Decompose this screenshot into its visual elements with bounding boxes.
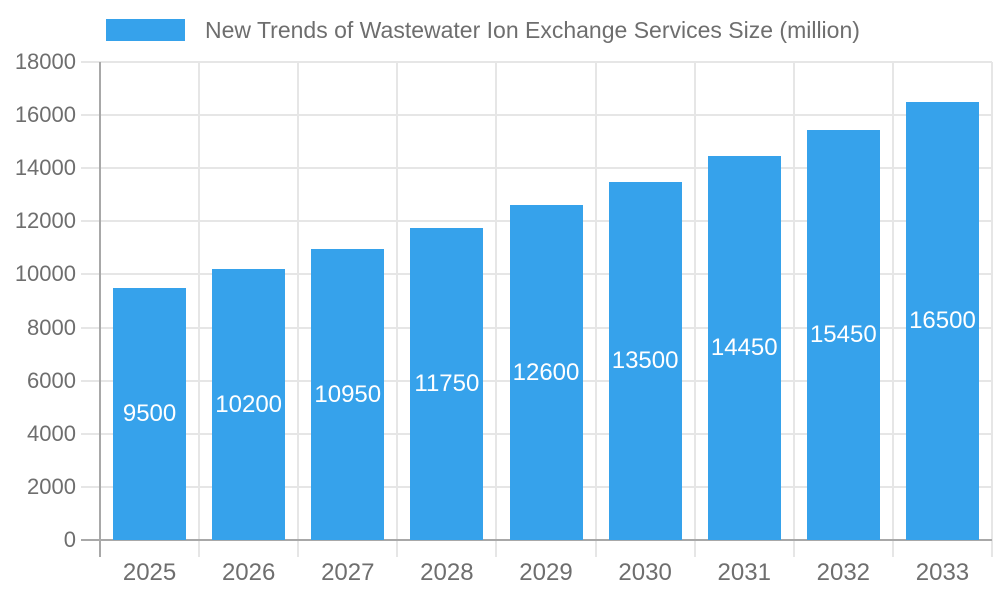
v-gridline: [396, 62, 399, 557]
v-gridline: [891, 62, 894, 557]
v-gridline: [594, 62, 597, 557]
x-tick-label: 2027: [321, 559, 375, 586]
bar[interactable]: [806, 129, 880, 540]
bar[interactable]: [311, 249, 385, 540]
x-tick-label: 2030: [618, 559, 672, 586]
y-tick-label: 10000: [14, 261, 76, 287]
bar-value-label: 10200: [215, 390, 283, 418]
bar-value-label: 11750: [414, 369, 480, 397]
h-gridline: [81, 114, 992, 117]
y-axis-line: [99, 62, 101, 557]
v-gridline: [792, 62, 795, 557]
legend[interactable]: New Trends of Wastewater Ion Exchange Se…: [106, 17, 860, 43]
h-gridline: [81, 61, 992, 63]
v-gridline: [495, 62, 498, 557]
y-tick-label: 8000: [27, 314, 76, 340]
bar[interactable]: [905, 101, 979, 540]
bar[interactable]: [113, 287, 187, 540]
y-tick-label: 4000: [27, 420, 76, 446]
y-tick-label: 0: [63, 527, 76, 552]
y-tick-label: 16000: [14, 102, 76, 128]
bar-value-label: 9500: [122, 399, 177, 427]
h-gridline: [81, 167, 992, 170]
bar[interactable]: [608, 181, 682, 540]
legend-swatch: [106, 19, 185, 41]
y-tick-label: 14000: [14, 155, 76, 181]
x-tick-label: 2032: [816, 559, 871, 586]
v-gridline: [297, 62, 300, 557]
y-tick-label: 2000: [27, 473, 76, 499]
v-gridline: [991, 62, 993, 557]
x-tick-label: 2025: [122, 559, 177, 586]
x-axis-line: [81, 539, 992, 541]
bar[interactable]: [212, 269, 286, 540]
bar[interactable]: [509, 205, 583, 540]
x-tick-label: 2026: [221, 559, 276, 586]
v-gridline: [693, 62, 696, 557]
legend-label: New Trends of Wastewater Ion Exchange Se…: [205, 17, 860, 43]
x-tick-label: 2031: [717, 559, 771, 586]
bar-value-label: 14450: [710, 334, 778, 362]
bar[interactable]: [707, 156, 781, 540]
x-tick-label: 2033: [915, 559, 970, 586]
bar-value-label: 15450: [809, 320, 877, 348]
bar[interactable]: [410, 227, 484, 540]
bar-value-label: 16500: [909, 306, 976, 334]
bar-value-label: 13500: [611, 346, 679, 374]
bar-value-label: 12600: [512, 358, 580, 386]
y-tick-label: 18000: [14, 49, 76, 74]
x-tick-label: 2028: [420, 559, 474, 586]
x-tick-label: 2029: [519, 559, 573, 586]
v-gridline: [198, 62, 201, 557]
y-tick-label: 12000: [14, 208, 76, 234]
bar-value-label: 10950: [314, 380, 382, 408]
y-tick-label: 6000: [27, 367, 76, 393]
